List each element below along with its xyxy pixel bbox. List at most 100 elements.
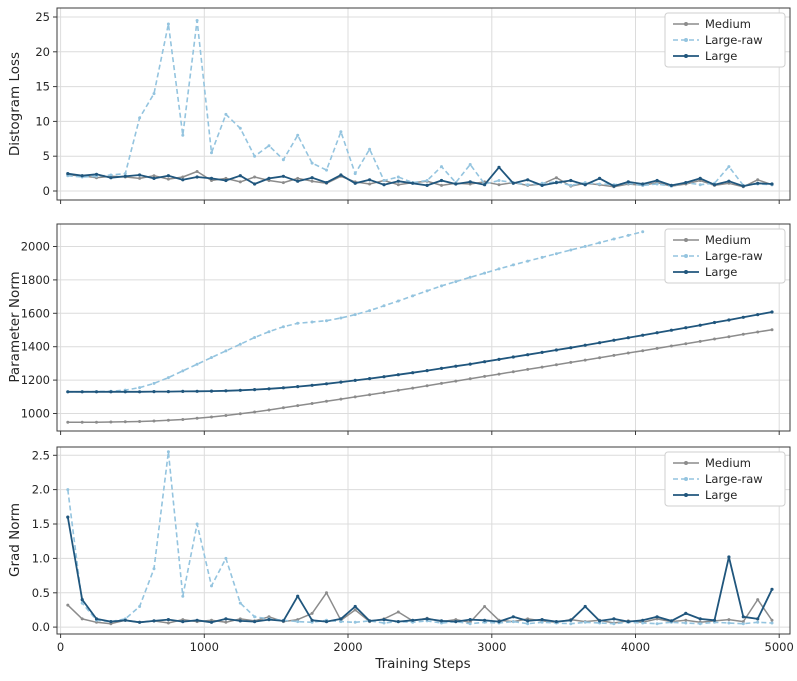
series-marker-large-raw [425, 179, 429, 182]
series-marker-large-raw [166, 450, 170, 454]
series-marker-medium [339, 397, 343, 401]
series-marker-large-raw [253, 154, 257, 158]
series-marker-large [569, 178, 573, 183]
legend-marker-large [684, 270, 688, 274]
series-marker-large-raw [210, 151, 213, 155]
series-marker-large-raw [655, 622, 659, 626]
series-marker-large [727, 318, 731, 322]
series-marker-large-raw [210, 356, 213, 359]
series-marker-large [267, 176, 271, 180]
legend-label-large: Large [705, 488, 737, 502]
series-marker-medium [454, 379, 458, 383]
series-marker-large [94, 172, 99, 176]
series-marker-large [411, 181, 415, 185]
series-marker-large [66, 390, 70, 394]
series-marker-large-raw [152, 381, 156, 385]
series-marker-large-raw [626, 233, 630, 237]
subplot-grad-norm: 0.0 0.5 1.0 1.5 2.0 2.5 0 1000 2000 3000 4000 5000 M… [32, 446, 794, 654]
legend-label-large: Large [705, 265, 737, 279]
series-marker-large-raw [598, 241, 602, 245]
y-tick-label: 1800 [21, 273, 50, 287]
series-marker-large-raw [310, 320, 314, 324]
series-marker-large-raw [181, 369, 185, 373]
series-marker-large [540, 350, 544, 354]
series-marker-large [741, 315, 745, 319]
series-marker-medium [224, 414, 228, 417]
y-tick-label: 0 [43, 184, 50, 198]
series-marker-large [296, 179, 300, 183]
series-marker-large [396, 373, 400, 377]
series-marker-medium [296, 404, 300, 408]
series-marker-large [641, 618, 645, 622]
series-marker-large-raw [195, 19, 199, 22]
y-tick-label: 1600 [21, 306, 50, 320]
series-marker-large [497, 357, 501, 361]
series-marker-large [396, 179, 400, 183]
legend-label-medium: Medium [705, 456, 751, 470]
series-marker-large-raw [195, 522, 199, 526]
series-marker-large [612, 338, 616, 342]
legend-marker-large [684, 54, 688, 58]
series-marker-large [468, 180, 472, 184]
series-marker-large [339, 173, 343, 177]
series-marker-large-raw [339, 620, 343, 624]
series-marker-large [123, 174, 127, 178]
series-marker-large-raw [468, 622, 472, 626]
y-tick-label: 0.0 [32, 620, 50, 634]
y-tick-label: 20 [35, 45, 50, 59]
series-marker-large [324, 382, 329, 386]
series-marker-large [267, 387, 271, 391]
series-marker-large [166, 174, 170, 178]
series-marker-large [224, 389, 228, 393]
series-marker-large [296, 594, 300, 598]
series-marker-medium [741, 332, 745, 336]
series-marker-large-raw [353, 313, 357, 317]
series-marker-large [727, 179, 731, 183]
series-marker-large-raw [641, 621, 645, 625]
series-marker-large [80, 390, 84, 394]
series-marker-large [756, 617, 760, 621]
legend-marker-large [684, 493, 688, 497]
series-marker-large [468, 362, 472, 366]
series-marker-medium [80, 617, 84, 621]
series-marker-large [439, 619, 444, 623]
series-marker-large [669, 183, 674, 187]
series-marker-large-raw [497, 267, 501, 271]
series-marker-large-raw [641, 230, 645, 234]
legend-label-large-raw: Large-raw [705, 33, 763, 47]
series-marker-large-raw [612, 622, 616, 626]
series-marker-medium [166, 418, 170, 422]
series-marker-large [741, 184, 745, 188]
legend-box [664, 451, 786, 507]
series-marker-medium [641, 349, 645, 353]
series-marker-medium [166, 621, 170, 625]
series-marker-large-raw [267, 330, 271, 334]
series-marker-large-raw [583, 244, 587, 248]
series-marker-large-raw [195, 362, 199, 366]
series-marker-large-raw [66, 488, 70, 492]
series-marker-medium [238, 180, 242, 184]
series-marker-large-raw [138, 605, 142, 608]
series-marker-large-raw [238, 342, 242, 346]
series-marker-medium [138, 420, 142, 423]
series-marker-large [368, 619, 372, 623]
ylabel-parameter-norm: Parameter Norm [7, 271, 23, 383]
series-marker-medium [727, 335, 731, 339]
series-marker-large-raw [281, 325, 285, 329]
series-marker-medium [267, 615, 271, 619]
series-marker-large [684, 326, 688, 330]
series-marker-large [324, 181, 329, 185]
series-marker-medium [152, 174, 156, 178]
series-marker-large [698, 617, 702, 621]
series-marker-medium [684, 342, 688, 346]
series-marker-large [483, 183, 487, 187]
series-marker-large [583, 604, 587, 609]
series-marker-large-raw [368, 147, 372, 151]
series-marker-large-raw [698, 622, 702, 626]
series-marker-medium [497, 372, 501, 376]
series-marker-large [454, 182, 458, 186]
series-marker-medium [741, 620, 745, 624]
x-tick-label: 0 [57, 640, 64, 654]
